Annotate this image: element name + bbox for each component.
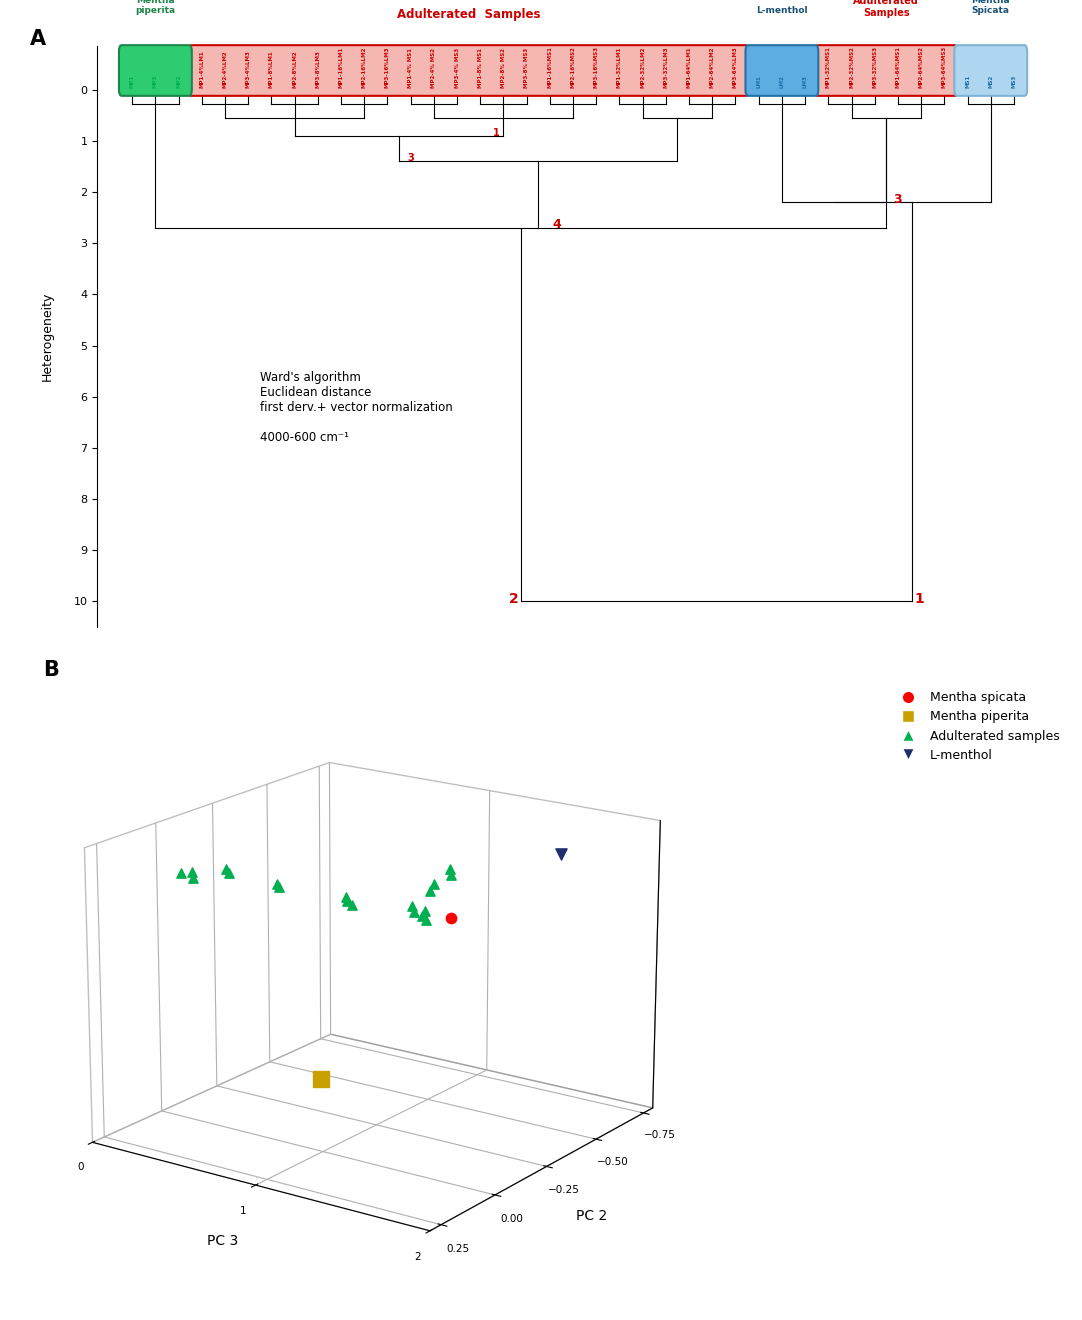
- Text: L-menthol: L-menthol: [756, 7, 808, 16]
- Text: MP2-32%MS2: MP2-32%MS2: [849, 46, 854, 87]
- Y-axis label: PC 2: PC 2: [577, 1209, 608, 1222]
- FancyBboxPatch shape: [745, 45, 818, 96]
- Text: MS1: MS1: [965, 74, 971, 87]
- Text: MP3-16%MS3: MP3-16%MS3: [594, 45, 598, 87]
- Text: Ward's algorithm
Euclidean distance
first derv.+ vector normalization

4000-600 : Ward's algorithm Euclidean distance firs…: [260, 371, 452, 444]
- Legend: Mentha spicata, Mentha piperita, Adulterated samples, L-menthol: Mentha spicata, Mentha piperita, Adulter…: [890, 686, 1065, 767]
- Text: MP3-4% MS3: MP3-4% MS3: [454, 48, 460, 87]
- Text: Mentha
piperita: Mentha piperita: [135, 0, 175, 16]
- Y-axis label: Heterogeneity: Heterogeneity: [41, 292, 54, 381]
- Text: MP3-64%LM3: MP3-64%LM3: [733, 46, 738, 87]
- Text: MP2-4%LM2: MP2-4%LM2: [223, 50, 227, 87]
- Text: 3: 3: [894, 193, 902, 206]
- Text: 3: 3: [407, 153, 414, 164]
- Text: MP1-32%LM1: MP1-32%LM1: [617, 46, 622, 87]
- Text: MP1-64%LM1: MP1-64%LM1: [687, 46, 691, 87]
- Text: LM1: LM1: [756, 75, 762, 87]
- Text: MP2-16%LM2: MP2-16%LM2: [361, 46, 367, 87]
- Text: Mentha
Spicata: Mentha Spicata: [972, 0, 1011, 16]
- Text: MP3: MP3: [153, 74, 158, 87]
- X-axis label: PC 3: PC 3: [207, 1233, 238, 1247]
- Text: 2: 2: [509, 591, 518, 606]
- Text: MP3-64%MS3: MP3-64%MS3: [941, 45, 947, 87]
- Text: B: B: [43, 660, 60, 680]
- Text: MP1-16%MS1: MP1-16%MS1: [547, 46, 553, 87]
- Text: MP1-8% MS1: MP1-8% MS1: [478, 48, 483, 87]
- Text: MP3-16%LM3: MP3-16%LM3: [385, 46, 390, 87]
- FancyBboxPatch shape: [188, 45, 749, 96]
- Text: MP3-32%LM3: MP3-32%LM3: [663, 46, 669, 87]
- FancyBboxPatch shape: [954, 45, 1027, 96]
- Text: MP2-64%LM2: MP2-64%LM2: [710, 46, 715, 87]
- Text: 4: 4: [553, 218, 562, 231]
- Text: LM3: LM3: [803, 75, 807, 87]
- Text: MP3-32%MS3: MP3-32%MS3: [872, 45, 878, 87]
- FancyBboxPatch shape: [119, 45, 192, 96]
- Text: MP2-8% MS2: MP2-8% MS2: [501, 48, 506, 87]
- Text: MS3: MS3: [1012, 74, 1016, 87]
- Text: MP3-8%LM3: MP3-8%LM3: [315, 50, 320, 87]
- Text: MP1-32%MS1: MP1-32%MS1: [826, 46, 831, 87]
- Text: MP2-4% MS2: MP2-4% MS2: [432, 48, 436, 87]
- Text: MP2-16%MS2: MP2-16%MS2: [570, 46, 576, 87]
- FancyBboxPatch shape: [815, 45, 958, 96]
- Text: LM2: LM2: [779, 75, 784, 87]
- Text: MP3-8% MS3: MP3-8% MS3: [524, 48, 529, 87]
- Text: MP2: MP2: [176, 74, 181, 87]
- Text: MP1: MP1: [130, 74, 134, 87]
- Text: MP2-8%LM2: MP2-8%LM2: [292, 50, 298, 87]
- Text: Adulterated
Samples: Adulterated Samples: [854, 0, 920, 18]
- Text: MP1-64%MS1: MP1-64%MS1: [896, 46, 900, 87]
- Text: MP1-4%LM1: MP1-4%LM1: [199, 50, 204, 87]
- Text: MP3-4%LM3: MP3-4%LM3: [246, 50, 251, 87]
- Text: MP1-16%LM1: MP1-16%LM1: [339, 46, 343, 87]
- Text: Adulterated  Samples: Adulterated Samples: [397, 8, 540, 21]
- Text: 1: 1: [493, 128, 500, 137]
- Text: MP1-4% MS1: MP1-4% MS1: [408, 48, 413, 87]
- Text: A: A: [30, 29, 47, 49]
- Text: MP1-8%LM1: MP1-8%LM1: [269, 50, 274, 87]
- Text: MP2-32%LM2: MP2-32%LM2: [641, 46, 645, 87]
- Text: MP2-64%MS2: MP2-64%MS2: [919, 46, 924, 87]
- Text: MS2: MS2: [988, 74, 993, 87]
- Text: 1: 1: [914, 591, 924, 606]
